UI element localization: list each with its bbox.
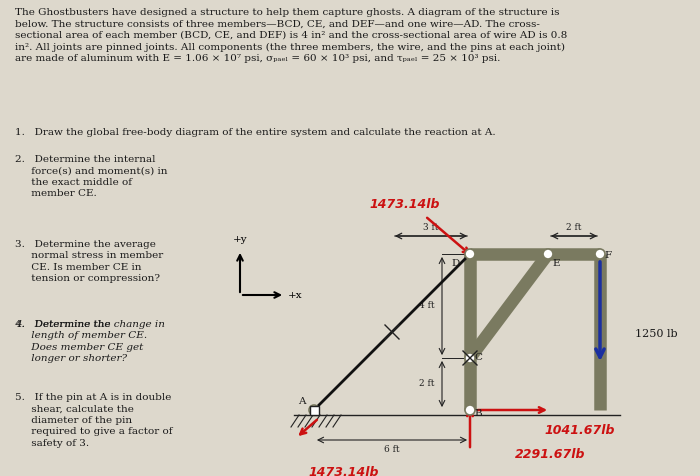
Text: 2 ft: 2 ft <box>566 224 582 232</box>
Circle shape <box>543 249 553 259</box>
Circle shape <box>309 405 319 415</box>
Text: 1041.67lb: 1041.67lb <box>545 424 615 436</box>
Text: B: B <box>474 408 482 417</box>
Circle shape <box>465 249 475 259</box>
Text: 2291.67lb: 2291.67lb <box>514 448 585 462</box>
Text: The Ghostbusters have designed a structure to help them capture ghosts. A diagra: The Ghostbusters have designed a structu… <box>15 8 567 63</box>
Text: 4.   Determine the: 4. Determine the <box>15 320 114 329</box>
Text: 1.   Draw the global free-body diagram of the entire system and calculate the re: 1. Draw the global free-body diagram of … <box>15 128 496 137</box>
Text: 5.   If the pin at A is in double
     shear, calculate the
     diameter of the: 5. If the pin at A is in double shear, c… <box>15 393 172 448</box>
Text: 1250 lb: 1250 lb <box>635 329 678 339</box>
Text: A: A <box>298 397 306 407</box>
Bar <box>309 406 318 415</box>
Text: 2 ft: 2 ft <box>419 379 435 388</box>
Text: 3.   Determine the average
     normal stress in member
     CE. Is member CE in: 3. Determine the average normal stress i… <box>15 240 163 283</box>
Text: +y: +y <box>232 236 247 245</box>
Text: +x: +x <box>288 290 302 299</box>
Text: 6 ft: 6 ft <box>384 446 400 455</box>
Text: 1473.14lb: 1473.14lb <box>370 198 440 210</box>
Text: E: E <box>552 259 560 268</box>
Text: 3 ft: 3 ft <box>424 224 439 232</box>
Circle shape <box>465 353 475 363</box>
Circle shape <box>465 405 475 415</box>
Text: F: F <box>604 251 612 260</box>
Text: 4.   Determine the change in
     length of member CE.
     Does member CE get
 : 4. Determine the change in length of mem… <box>15 320 165 363</box>
Text: 2.   Determine the internal
     force(s) and moment(s) in
     the exact middle: 2. Determine the internal force(s) and m… <box>15 155 167 198</box>
Circle shape <box>595 249 605 259</box>
Text: 4 ft: 4 ft <box>419 301 435 310</box>
Text: C: C <box>474 354 482 363</box>
Text: D: D <box>452 259 460 268</box>
Text: 1473.14lb: 1473.14lb <box>309 466 379 476</box>
